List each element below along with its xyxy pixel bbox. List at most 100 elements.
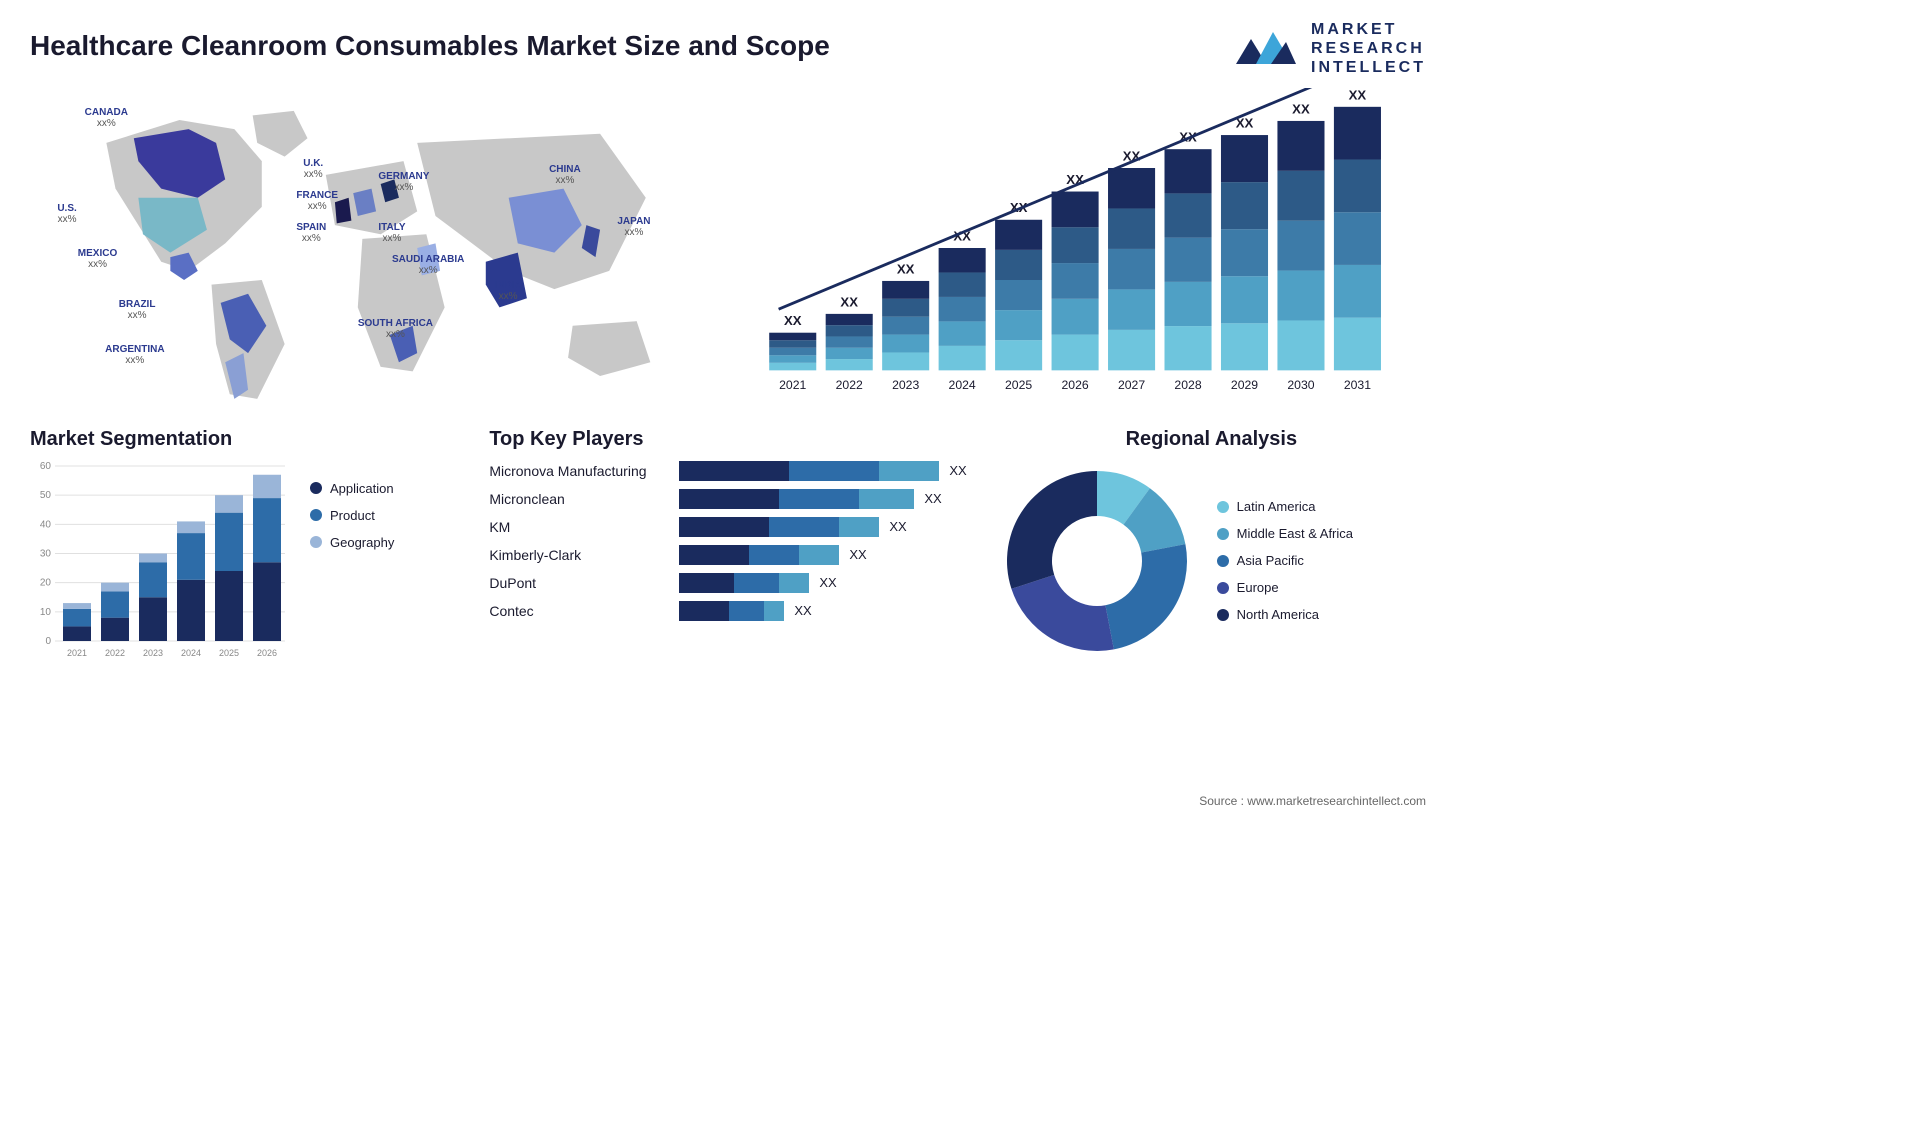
legend-item: Product [310, 508, 394, 523]
svg-text:50: 50 [40, 490, 52, 501]
legend-dot [310, 482, 322, 494]
player-row: KM XX [489, 517, 966, 537]
player-name: Contec [489, 603, 669, 619]
players-panel: Top Key Players Micronova ManufacturingX… [489, 428, 966, 661]
svg-text:XX: XX [840, 294, 858, 309]
legend-label: North America [1237, 607, 1319, 622]
logo-icon [1231, 24, 1301, 74]
player-value: XX [819, 575, 836, 590]
player-bar-wrap: XX [679, 601, 966, 621]
segmentation-chart: 0102030405060202120222023202420252026 Ap… [30, 461, 459, 661]
map-label: CHINAxx% [549, 164, 581, 186]
legend-item: North America [1217, 607, 1353, 622]
player-row: DuPont XX [489, 573, 966, 593]
map-label: JAPANxx% [617, 216, 650, 238]
svg-text:2029: 2029 [1231, 378, 1258, 392]
player-bar-segment [879, 461, 939, 481]
svg-text:0: 0 [45, 636, 51, 647]
player-bar-segment [749, 545, 799, 565]
svg-text:XX: XX [784, 313, 802, 328]
svg-text:2023: 2023 [892, 378, 919, 392]
player-row: Micronova Manufacturing XX [489, 461, 966, 481]
segmentation-title: Market Segmentation [30, 428, 459, 451]
svg-text:20: 20 [40, 577, 52, 588]
logo-text-line3: INTELLECT [1311, 58, 1426, 77]
source-text: Source : www.marketresearchintellect.com [1199, 794, 1426, 808]
segmentation-panel: Market Segmentation 0 10 20 30 40 50 60 2021 202… [30, 428, 459, 661]
page: Healthcare Cleanroom Consumables Market … [0, 0, 1456, 816]
player-row: Kimberly-Clark XX [489, 545, 966, 565]
player-value: XX [849, 547, 866, 562]
player-bar-segment [679, 517, 769, 537]
map-label: INDIAxx% [494, 280, 521, 302]
legend-dot [310, 536, 322, 548]
regional-panel: Regional Analysis Latin AmericaMiddle Ea… [997, 428, 1426, 661]
map-label: FRANCExx% [296, 190, 338, 212]
player-bar-segment [679, 461, 789, 481]
player-name: KM [489, 519, 669, 535]
map-label: U.K.xx% [303, 158, 323, 180]
player-bar [679, 545, 839, 565]
svg-text:2025: 2025 [1005, 378, 1032, 392]
player-bar-segment [789, 461, 879, 481]
legend-item: Application [310, 481, 394, 496]
svg-text:2024: 2024 [949, 378, 976, 392]
player-bar-segment [679, 489, 779, 509]
svg-text:2030: 2030 [1287, 378, 1314, 392]
svg-text:2025: 2025 [219, 648, 239, 658]
player-name: Micronclean [489, 491, 669, 507]
player-bar-wrap: XX [679, 461, 966, 481]
svg-text:60: 60 [40, 461, 52, 472]
player-bar-segment [839, 517, 879, 537]
player-value: XX [889, 519, 906, 534]
player-name: DuPont [489, 575, 669, 591]
svg-text:2021: 2021 [67, 648, 87, 658]
player-value: XX [924, 491, 941, 506]
player-bar-segment [769, 517, 839, 537]
player-bar [679, 573, 809, 593]
logo-text-line2: RESEARCH [1311, 39, 1426, 58]
map-label: U.S.xx% [57, 203, 76, 225]
legend-item: Latin America [1217, 499, 1353, 514]
legend-label: Asia Pacific [1237, 553, 1304, 568]
svg-text:10: 10 [40, 606, 52, 617]
map-label: SAUDI ARABIAxx% [392, 254, 464, 276]
map-label: SOUTH AFRICAxx% [358, 318, 433, 340]
svg-text:30: 30 [40, 548, 52, 559]
svg-text:2024: 2024 [181, 648, 201, 658]
legend-dot [1217, 582, 1229, 594]
player-bar-segment [679, 545, 749, 565]
svg-text:2028: 2028 [1174, 378, 1201, 392]
player-bar-wrap: XX [679, 489, 966, 509]
legend-item: Europe [1217, 580, 1353, 595]
map-label: GERMANYxx% [378, 171, 429, 193]
legend-dot [1217, 555, 1229, 567]
player-bar-segment [679, 601, 729, 621]
players-list: Micronova ManufacturingXXMicroncleanXXKM… [489, 461, 966, 621]
legend-label: Middle East & Africa [1237, 526, 1353, 541]
svg-text:2026: 2026 [1061, 378, 1088, 392]
player-bar-segment [734, 573, 779, 593]
legend-label: Geography [330, 535, 394, 550]
legend-dot [1217, 528, 1229, 540]
player-row: Micronclean XX [489, 489, 966, 509]
player-bar-segment [799, 545, 839, 565]
player-bar-segment [779, 489, 859, 509]
svg-text:2021: 2021 [779, 378, 806, 392]
legend-label: Product [330, 508, 375, 523]
legend-item: Asia Pacific [1217, 553, 1353, 568]
player-name: Kimberly-Clark [489, 547, 669, 563]
header: Healthcare Cleanroom Consumables Market … [30, 20, 1426, 78]
player-bar-wrap: XX [679, 517, 966, 537]
logo: MARKET RESEARCH INTELLECT [1231, 20, 1426, 78]
player-value: XX [794, 603, 811, 618]
player-bar-wrap: XX [679, 573, 966, 593]
player-row: Contec XX [489, 601, 966, 621]
player-bar-segment [679, 573, 734, 593]
legend-dot [1217, 501, 1229, 513]
player-bar [679, 517, 879, 537]
svg-text:40: 40 [40, 519, 52, 530]
player-bar-segment [729, 601, 764, 621]
logo-text-line1: MARKET [1311, 20, 1426, 39]
player-name: Micronova Manufacturing [489, 463, 669, 479]
